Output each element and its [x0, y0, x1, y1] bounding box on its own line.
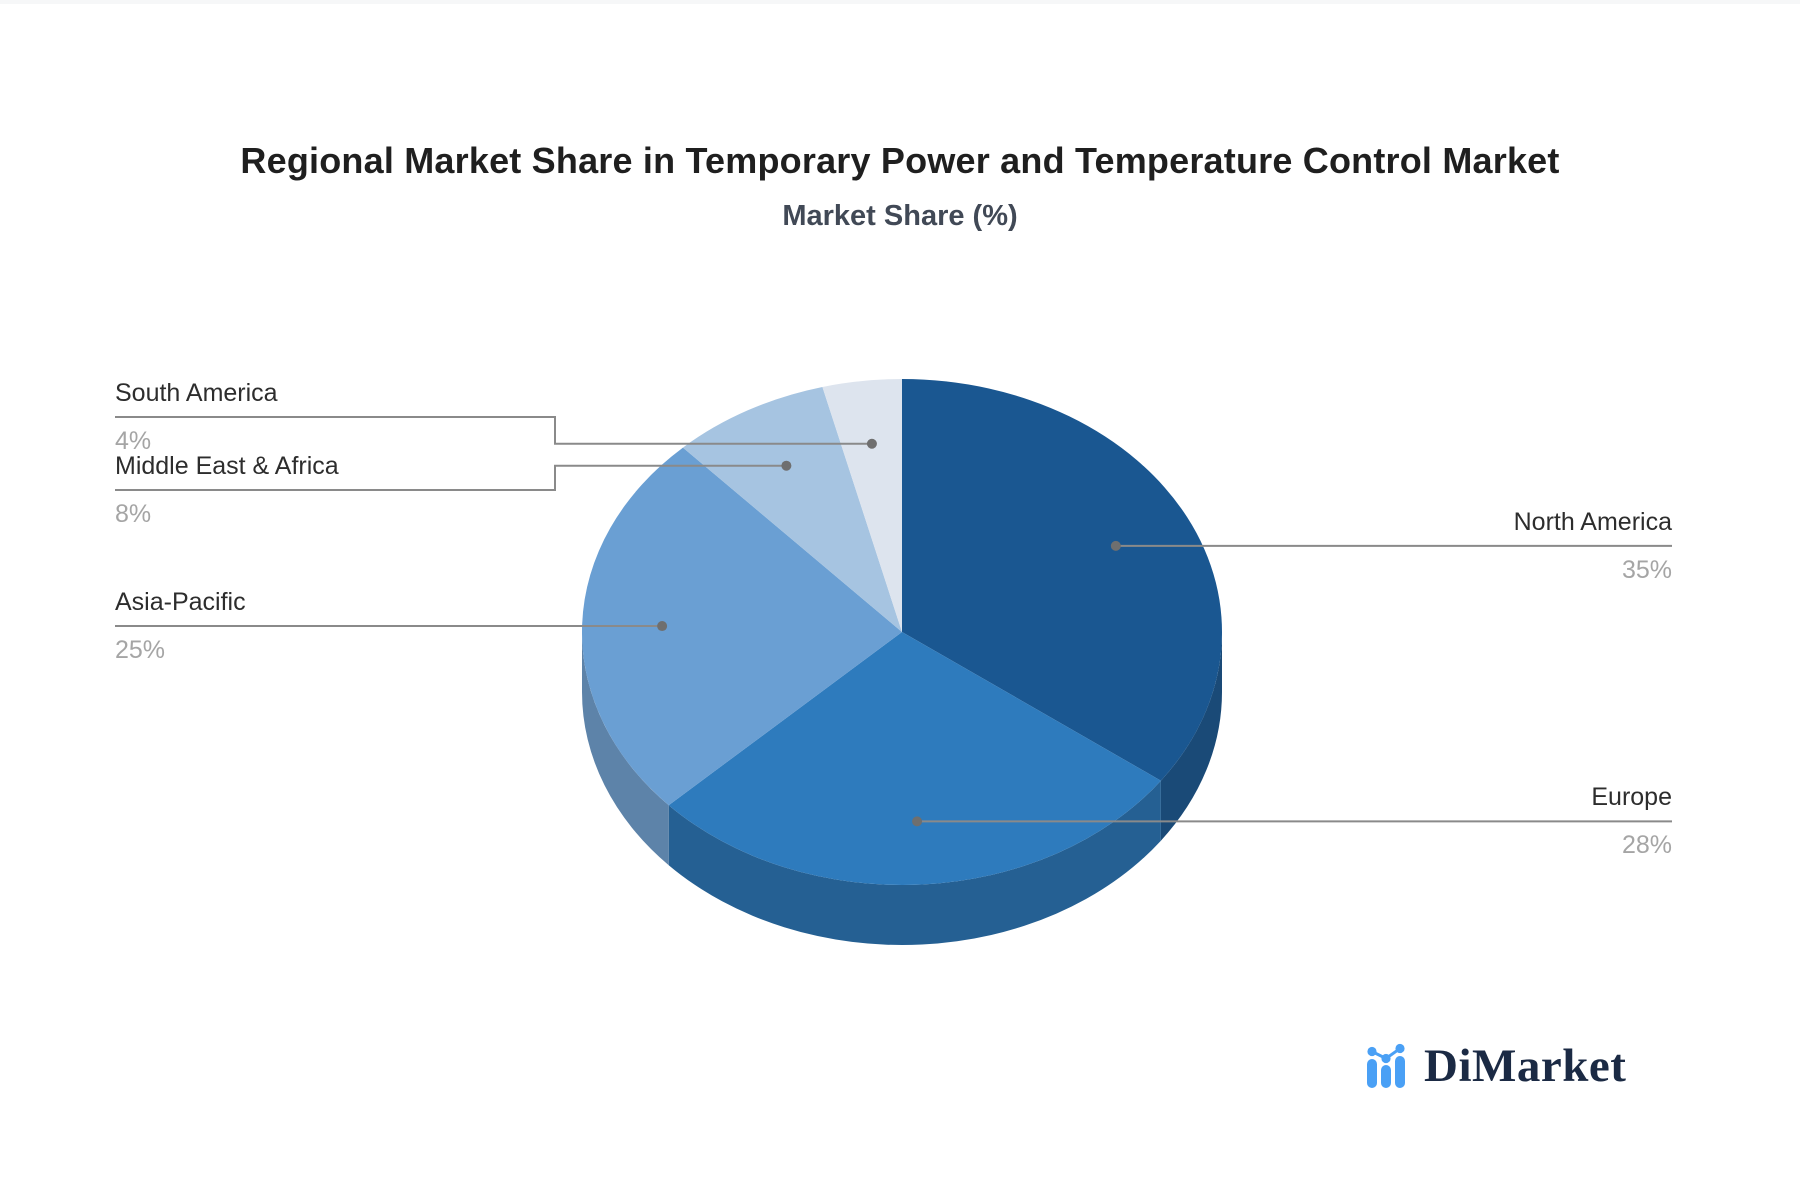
callout-value: 35% — [1621, 555, 1672, 584]
callout-label: North America — [1513, 507, 1672, 536]
callout-value: 28% — [1621, 831, 1672, 860]
chart-title: Regional Market Share in Temporary Power… — [240, 140, 1560, 181]
pie-slice-side-europe — [668, 780, 1161, 945]
callout-value: 8% — [115, 500, 152, 528]
callout-dot-europe — [912, 816, 923, 827]
callout-value: 25% — [115, 636, 166, 665]
callout-dot-asia-pacific — [657, 621, 668, 632]
callout-dot-south-america — [866, 438, 877, 449]
pie-slice-south-america[interactable] — [822, 379, 902, 632]
pie-slice-asia-pacific[interactable] — [582, 447, 902, 806]
chart-subtitle: Market Share (%) — [782, 200, 1018, 232]
callout-label: Middle East & Africa — [115, 452, 339, 480]
top-border — [0, 0, 1800, 4]
callout-label: Europe — [1591, 783, 1672, 812]
callout-line-middle-east-africa — [115, 464, 787, 491]
dimarket-logo: DiMarket — [1365, 1042, 1626, 1090]
dimarket-logo-text: DiMarket — [1424, 1040, 1627, 1092]
callout-dot-north-america — [1110, 540, 1121, 551]
pie-slice-north-america[interactable] — [902, 379, 1223, 781]
callout-dot-middle-east-africa — [781, 460, 792, 471]
callout-line-south-america — [115, 416, 872, 445]
dimarket-logo-icon — [1367, 1043, 1405, 1088]
pie-slice-middle-east-africa[interactable] — [682, 386, 902, 632]
pie-slice-side-asia-pacific — [582, 632, 669, 866]
callout-label: Asia-Pacific — [115, 588, 246, 617]
callout-label: South America — [115, 379, 278, 407]
pie-slice-side-north-america — [1160, 632, 1222, 841]
callout-value: 4% — [115, 427, 152, 455]
